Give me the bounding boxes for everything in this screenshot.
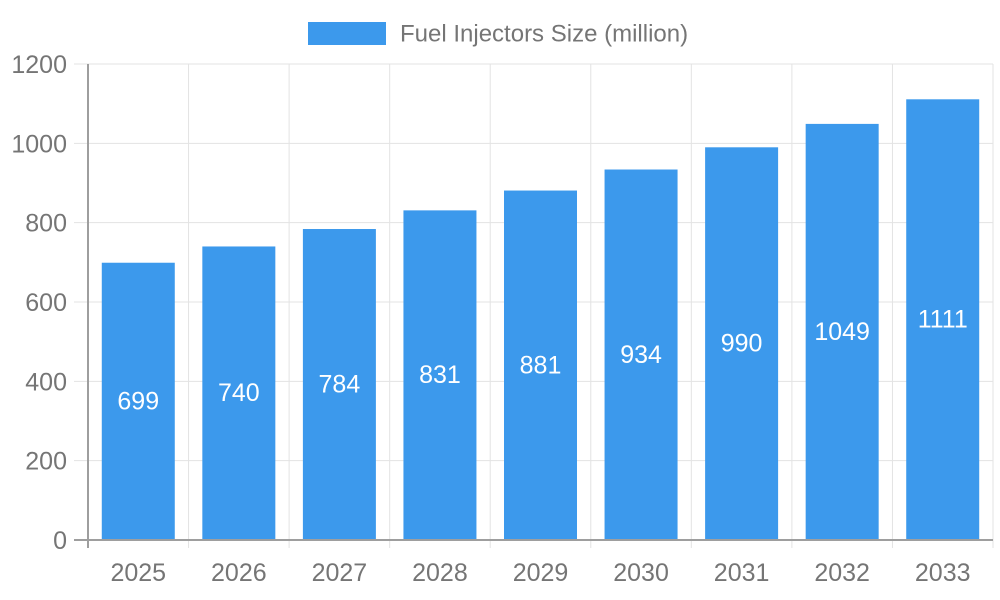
bar-value-labels: 699 740 784 831 881 934 990 1049 1111 [117, 306, 967, 416]
bar-value-label: 1049 [814, 318, 870, 346]
bar-2026[interactable] [202, 246, 276, 540]
x-tick-label: 2025 [110, 559, 166, 587]
bar-2032[interactable] [805, 123, 879, 540]
x-tick-label: 2033 [915, 559, 971, 587]
x-tick-label: 2032 [814, 559, 870, 587]
x-tick-label: 2031 [714, 559, 770, 587]
y-tick-label: 1200 [11, 51, 67, 79]
x-tick-label: 2029 [513, 559, 569, 587]
bar-value-label: 934 [620, 341, 662, 369]
legend-label[interactable]: Fuel Injectors Size (million) [400, 21, 688, 48]
bar-value-label: 1111 [918, 306, 968, 334]
y-tick-label: 400 [25, 368, 67, 396]
bar-2025[interactable] [101, 262, 175, 540]
y-axis-tick-labels: 0 200 400 600 800 1000 1200 [11, 51, 67, 555]
bar-2027[interactable] [302, 229, 376, 540]
bar-value-label: 740 [218, 379, 260, 407]
bar-2033[interactable] [906, 99, 980, 540]
bar-value-label: 881 [520, 351, 562, 379]
bar-value-label: 831 [419, 361, 461, 389]
x-tick-label: 2026 [211, 559, 267, 587]
legend[interactable]: Fuel Injectors Size (million) [308, 21, 688, 48]
x-axis-tick-labels: 2025 2026 2027 2028 2029 2030 2031 2032 2033 [110, 559, 970, 587]
y-tick-label: 0 [53, 527, 67, 555]
x-tick-label: 2030 [613, 559, 669, 587]
bar-value-label: 784 [319, 371, 361, 399]
y-tick-label: 600 [25, 289, 67, 317]
vertical-gridlines [188, 64, 994, 548]
x-tick-label: 2028 [412, 559, 468, 587]
bar-2029[interactable] [504, 190, 577, 540]
axes [74, 64, 993, 548]
x-tick-label: 2027 [312, 559, 368, 587]
bar-value-label: 990 [721, 330, 763, 358]
bar-series [101, 99, 980, 541]
bar-value-label: 699 [117, 387, 159, 415]
legend-swatch[interactable] [308, 22, 386, 45]
bar-2028[interactable] [403, 210, 477, 540]
bar-2031[interactable] [705, 147, 779, 541]
bar-2030[interactable] [604, 169, 678, 540]
y-tick-label: 200 [25, 448, 67, 476]
y-tick-label: 800 [25, 210, 67, 238]
y-tick-label: 1000 [11, 130, 67, 158]
